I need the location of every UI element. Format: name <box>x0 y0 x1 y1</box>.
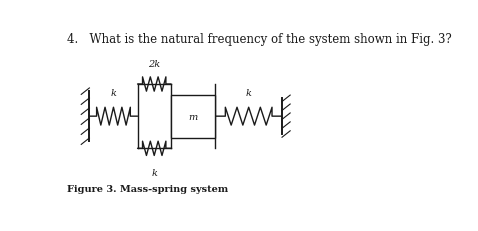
Text: k: k <box>110 88 117 97</box>
Text: Figure 3. Mass-spring system: Figure 3. Mass-spring system <box>67 184 228 193</box>
Text: 4.   What is the natural frequency of the system shown in Fig. 3?: 4. What is the natural frequency of the … <box>67 33 452 46</box>
Bar <box>171 95 215 138</box>
Text: m: m <box>188 112 198 121</box>
Text: k: k <box>151 168 157 177</box>
Text: k: k <box>246 88 251 97</box>
Text: 2k: 2k <box>148 60 160 69</box>
